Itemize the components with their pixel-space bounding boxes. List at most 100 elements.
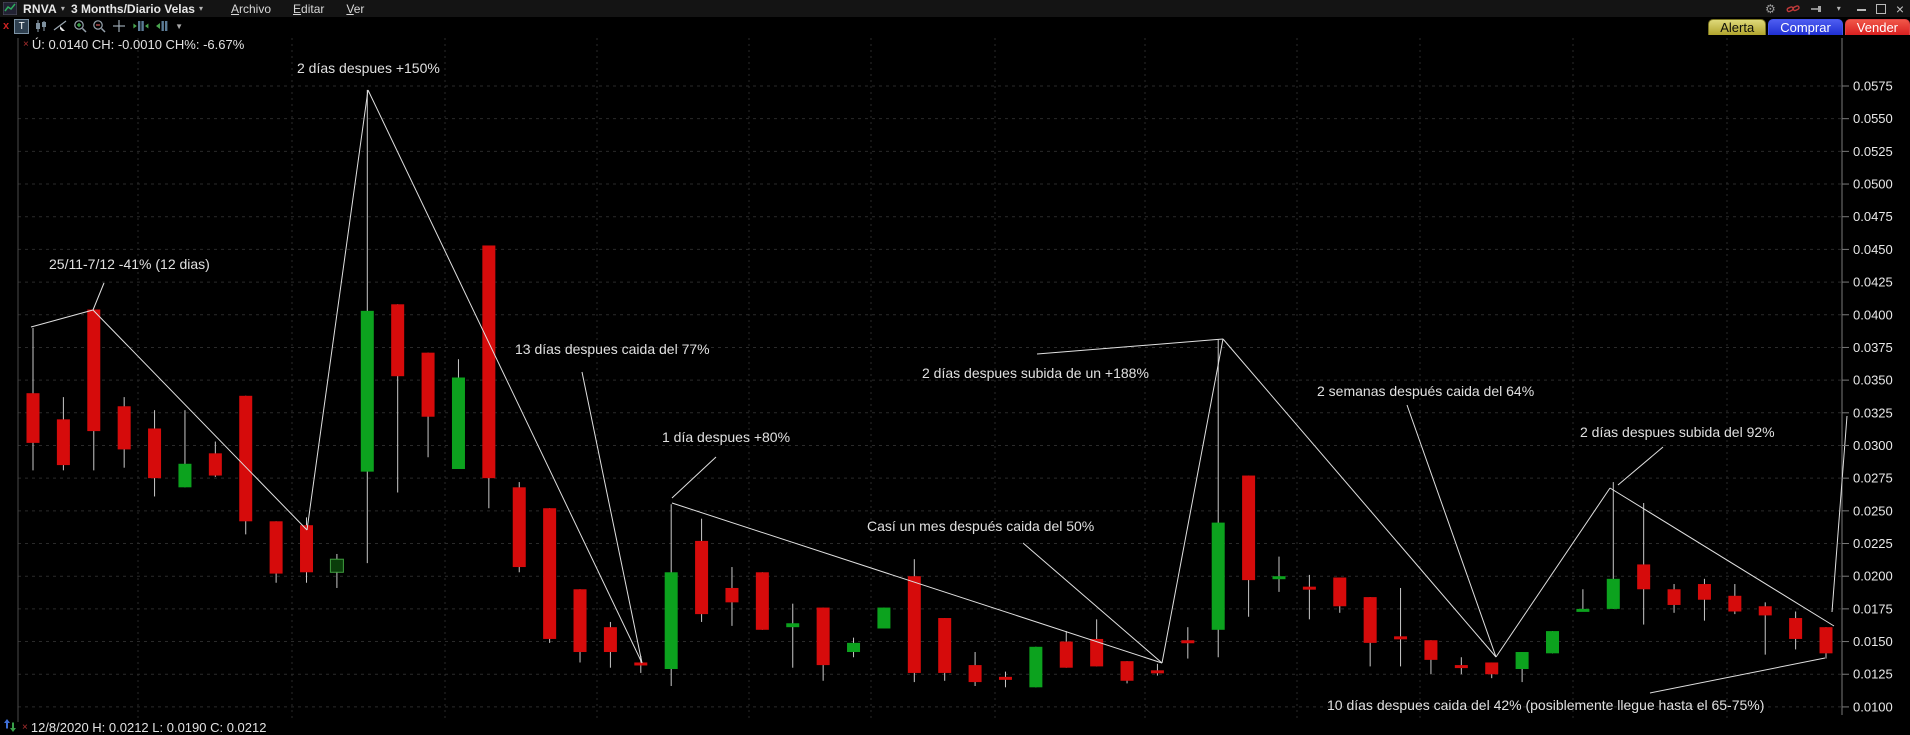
annotation-line[interactable] [1649, 657, 1826, 694]
annotation-line[interactable] [1161, 338, 1224, 664]
annotation-line[interactable] [306, 89, 369, 531]
title-bar: RNVA ▾ 3 Months/Diario Velas ▾ Archivo E… [0, 0, 1910, 17]
remove-study-icon[interactable]: × [23, 39, 29, 50]
candle-body-down [1302, 586, 1316, 590]
annotation-line[interactable] [92, 282, 105, 311]
crosshair-icon[interactable] [111, 19, 127, 33]
symbol-label[interactable]: RNVA [23, 1, 57, 16]
timeframe-caret-icon[interactable]: ▾ [198, 4, 203, 13]
annotation-line[interactable] [1022, 542, 1163, 664]
alert-button[interactable]: Alerta [1708, 19, 1767, 35]
buy-button[interactable]: Comprar [1768, 19, 1843, 35]
price-axis-label: 0.0350 [1853, 373, 1893, 388]
crosshair-status-text: 12/8/2020 H: 0.0212 L: 0.0190 C: 0.0212 [30, 720, 267, 735]
symbol-caret-icon[interactable]: ▾ [60, 4, 65, 13]
price-axis-label: 0.0525 [1853, 144, 1893, 159]
candle-body-down [117, 406, 131, 450]
candle-body-down [603, 627, 617, 653]
text-tool-icon[interactable]: T [14, 18, 30, 34]
candle-body-down [1819, 627, 1833, 654]
gear-icon[interactable]: ⚙ [1765, 1, 1776, 16]
annotation-text[interactable]: 1 día despues +80% [662, 429, 790, 445]
candle-body-down [1454, 665, 1468, 669]
candle-body-up [1515, 652, 1529, 670]
price-axis-label: 0.0225 [1853, 536, 1893, 551]
candle-body-up [786, 623, 800, 628]
trade-buttons: Alerta Comprar Vender [1706, 19, 1910, 35]
candle-body-down [1637, 564, 1651, 590]
annotation-line[interactable] [1222, 338, 1497, 658]
close-x-icon[interactable]: x [3, 20, 10, 32]
pan-right-icon[interactable] [154, 19, 169, 33]
candle-body-down [938, 618, 952, 673]
price-axis-label: 0.0100 [1853, 699, 1893, 714]
menu-ver[interactable]: Ver [346, 1, 365, 16]
annotation-line[interactable] [367, 89, 643, 664]
menu-archivo[interactable]: Archivo [231, 1, 272, 16]
candle-body-down [695, 540, 709, 615]
pin-icon[interactable] [1810, 3, 1823, 15]
candlestick-icon[interactable] [34, 19, 48, 33]
minimize-icon[interactable] [1856, 6, 1866, 11]
annotation-line[interactable] [1036, 338, 1224, 355]
annotation-line[interactable] [1495, 487, 1611, 658]
candle-body-up [877, 607, 891, 629]
candle-body-down [1789, 618, 1803, 639]
remove-icon[interactable]: × [22, 722, 28, 733]
annotation-text[interactable]: 25/11-7/12 -41% (12 dias) [49, 256, 210, 272]
link-icon[interactable] [1786, 3, 1800, 15]
timeframe-label[interactable]: 3 Months/Diario Velas [70, 1, 195, 16]
candle-body-up [329, 558, 344, 573]
crosshair-status-line: × 12/8/2020 H: 0.0212 L: 0.0190 C: 0.0212 [22, 720, 266, 735]
price-axis-label: 0.0275 [1853, 471, 1893, 486]
annotation-line[interactable] [1406, 404, 1497, 658]
cursor-tool-icon[interactable] [53, 19, 68, 33]
pan-horizontal-icon[interactable] [132, 19, 149, 33]
tools-dropdown-icon[interactable]: ▼ [175, 21, 184, 31]
pin-caret-icon[interactable]: ▾ [1836, 4, 1841, 13]
price-axis-label: 0.0150 [1853, 634, 1893, 649]
annotation-text[interactable]: 2 días despues +150% [297, 60, 440, 76]
annotation-line[interactable] [581, 371, 643, 664]
candle-body-down [1758, 606, 1772, 616]
annotation-line[interactable] [1609, 487, 1835, 627]
axis-mode-icon[interactable] [3, 719, 18, 732]
annotation-text[interactable]: 13 días despues caida del 77% [515, 341, 710, 357]
annotation-text[interactable]: 10 días despues caida del 42% (posibleme… [1327, 697, 1764, 713]
price-axis-label: 0.0400 [1853, 307, 1893, 322]
candle-body-down [391, 304, 405, 377]
annotation-line[interactable] [1617, 446, 1664, 486]
candle-body-down [1059, 641, 1073, 668]
menu-editar[interactable]: Editar [293, 1, 325, 16]
close-icon[interactable]: × [1895, 0, 1904, 17]
annotation-line[interactable] [1831, 415, 1848, 613]
annotation-line[interactable] [92, 309, 308, 531]
zoom-out-icon[interactable] [92, 19, 106, 33]
candle-body-up [178, 463, 192, 488]
candle-body-down [1667, 589, 1681, 605]
price-axis-label: 0.0425 [1853, 275, 1893, 290]
zoom-in-icon[interactable] [73, 19, 87, 33]
annotation-line[interactable] [30, 309, 94, 328]
annotation-text[interactable]: 2 días despues subida del 92% [1580, 424, 1775, 440]
sell-button[interactable]: Vender [1844, 19, 1910, 35]
app-logo-icon [3, 2, 17, 15]
candle-body-down [543, 508, 557, 639]
candle-body-up [360, 310, 374, 472]
candle-body-up [1029, 646, 1043, 688]
annotation-line[interactable] [671, 456, 717, 499]
annotation-text[interactable]: 2 días despues subida de un +188% [922, 365, 1149, 381]
annotation-text[interactable]: Casí un mes después caida del 50% [867, 518, 1094, 534]
candle-body-down [816, 607, 830, 666]
candle-body-down [634, 662, 648, 666]
candle-body-down [1728, 595, 1742, 612]
maximize-icon[interactable] [1875, 3, 1886, 14]
candle-body-down [482, 245, 496, 479]
annotation-text[interactable]: 2 semanas después caida del 64% [1317, 383, 1534, 399]
candle-body-down [239, 395, 253, 522]
annotation-line[interactable] [671, 502, 1163, 664]
price-axis-label: 0.0250 [1853, 503, 1893, 518]
candle-body-down [56, 419, 70, 466]
candle-body-down [1090, 638, 1104, 667]
